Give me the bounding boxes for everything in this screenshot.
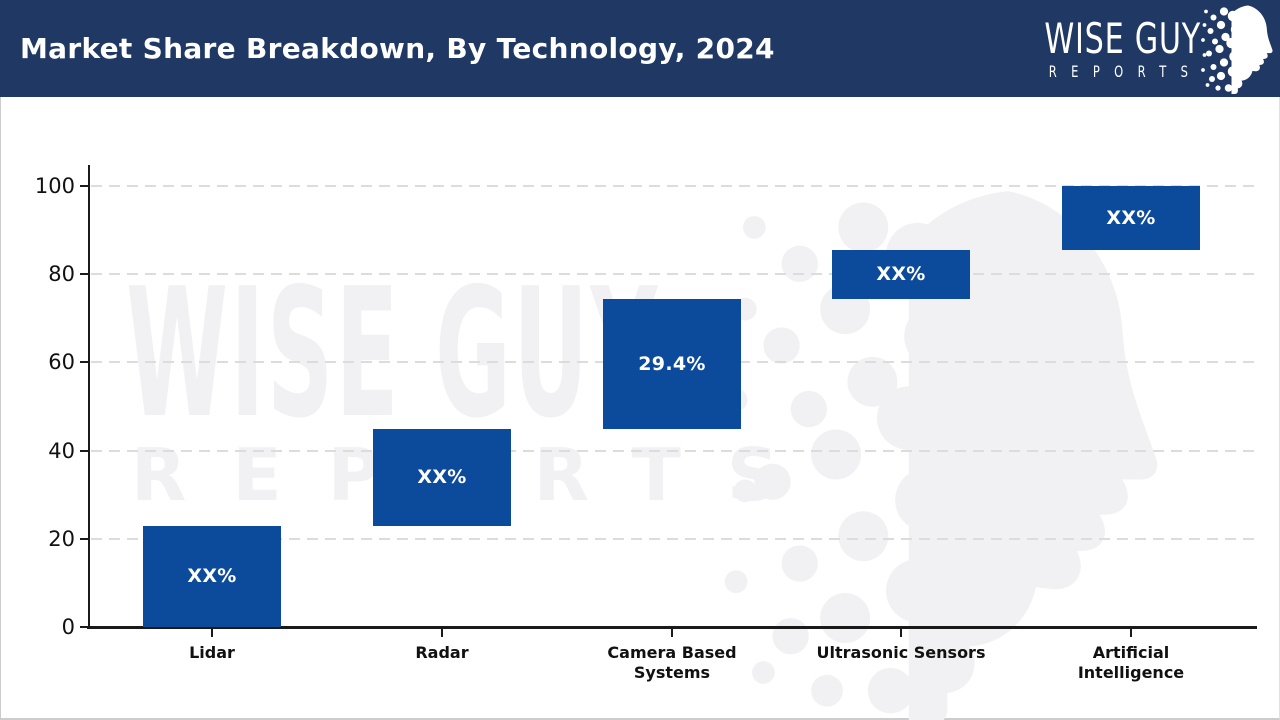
x-category-label-line: Lidar xyxy=(189,643,235,662)
waterfall-chart: 0 20 40 60 80 100 XX% XX% 29.4% XX% XX% Lidar Radar C… xyxy=(1,97,1279,718)
x-category-label: Camera Based Systems xyxy=(562,643,782,683)
chart-area: WISE GUY REPORTS 020406080100XX%XX%29.4%… xyxy=(0,97,1280,720)
y-tick-mark xyxy=(80,185,88,187)
y-axis-line xyxy=(88,165,90,629)
y-tick-mark xyxy=(80,626,88,628)
y-tick-label: 60 xyxy=(48,350,75,375)
bar-value-label: XX% xyxy=(876,263,926,286)
y-tick-label: 80 xyxy=(48,262,75,287)
x-category-label: Lidar xyxy=(102,643,322,663)
y-tick-mark xyxy=(80,537,88,540)
x-category-label-line: Radar xyxy=(415,643,469,662)
y-tick-mark xyxy=(80,449,88,452)
y-gridline xyxy=(91,273,1257,276)
bar: XX% xyxy=(1062,186,1200,250)
x-category-label-line: Camera Based xyxy=(607,643,737,662)
y-tick-label: 20 xyxy=(48,526,75,551)
bar: 29.4% xyxy=(603,298,741,429)
logo-subtitle: REPORTS xyxy=(1048,61,1202,81)
bar-value-label: XX% xyxy=(187,565,237,588)
wiseguy-logo: WISE GUY REPORTS xyxy=(983,3,1274,95)
x-tick-mark xyxy=(1130,629,1132,637)
bar-value-label: XX% xyxy=(1106,206,1156,229)
bar: XX% xyxy=(143,525,281,627)
y-gridline xyxy=(91,537,1257,540)
y-gridline xyxy=(91,185,1257,187)
y-tick-mark xyxy=(80,361,88,364)
x-category-label-line: Ultrasonic Sensors xyxy=(816,643,986,662)
page-title: Market Share Breakdown, By Technology, 2… xyxy=(20,32,775,65)
x-tick-mark xyxy=(441,629,443,637)
x-category-label: Radar xyxy=(332,643,552,663)
x-category-label: Artificial Intelligence xyxy=(1021,643,1241,683)
x-tick-mark xyxy=(671,629,673,637)
x-tick-mark xyxy=(900,629,902,637)
x-category-label-line: Artificial xyxy=(1092,643,1170,662)
y-tick-label: 40 xyxy=(48,438,75,463)
header: Market Share Breakdown, By Technology, 2… xyxy=(0,0,1280,97)
logo-wordmark: WISE GUY xyxy=(1044,13,1201,63)
bar: XX% xyxy=(373,428,511,526)
x-category-label-line: Intelligence xyxy=(1077,663,1185,682)
y-gridline xyxy=(91,449,1257,452)
x-axis-line xyxy=(87,626,1257,629)
logo-head-icon xyxy=(1198,4,1274,94)
bar-value-label: 29.4% xyxy=(638,352,706,375)
y-tick-mark xyxy=(80,273,88,276)
bar: XX% xyxy=(832,249,970,299)
x-category-label-line: Systems xyxy=(633,663,711,682)
y-tick-label: 100 xyxy=(34,174,75,198)
y-tick-label: 0 xyxy=(61,615,75,639)
bar-value-label: XX% xyxy=(417,466,467,489)
x-category-label: Ultrasonic Sensors xyxy=(791,643,1011,663)
x-tick-mark xyxy=(211,629,213,637)
logo-text: WISE GUY REPORTS xyxy=(1044,13,1202,81)
